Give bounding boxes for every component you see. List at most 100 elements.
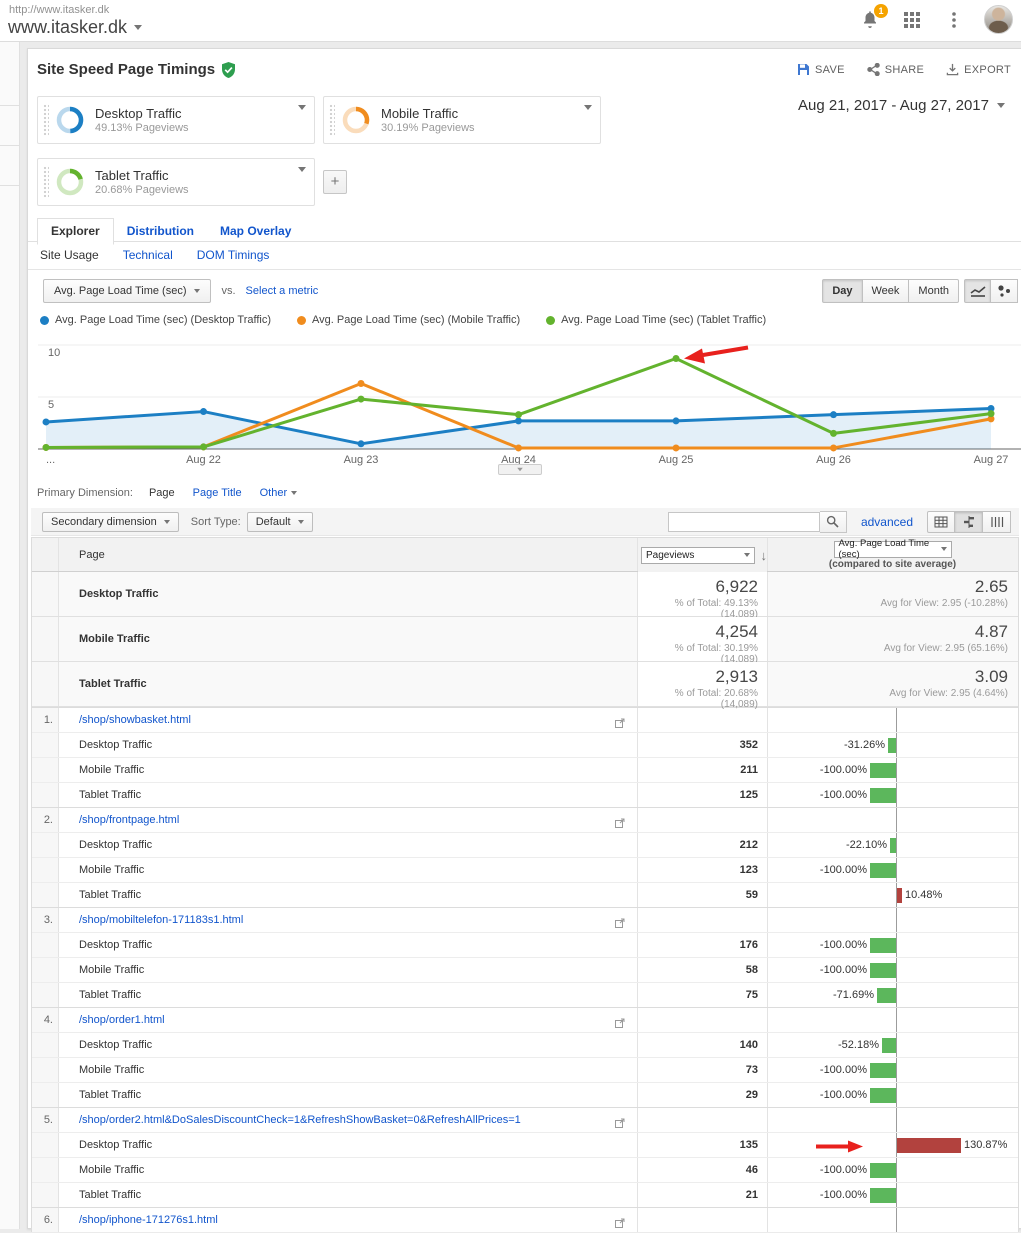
- page-url-link[interactable]: /shop/iphone-171276s1.html: [79, 1214, 218, 1226]
- drag-handle[interactable]: [43, 104, 49, 136]
- tab-map-overlay[interactable]: Map Overlay: [220, 224, 292, 238]
- metric-column-dropdown[interactable]: Avg. Page Load Time (sec): [833, 538, 952, 560]
- verified-shield-icon: [222, 61, 236, 78]
- row-number-cell: [32, 883, 59, 907]
- granularity-month-button[interactable]: Month: [909, 279, 959, 303]
- open-in-new-icon[interactable]: [615, 915, 625, 933]
- pageviews-value: 21: [745, 1189, 758, 1201]
- open-in-new-icon[interactable]: [615, 715, 625, 733]
- drag-handle[interactable]: [43, 166, 49, 198]
- comparison-view-button[interactable]: [955, 510, 983, 533]
- pageviews-cell: 135: [637, 1133, 768, 1157]
- segment-cards-row-1: Desktop Traffic 49.13% Pageviews Mobile Tr…: [37, 96, 601, 144]
- tab-distribution[interactable]: Distribution: [126, 224, 195, 238]
- deviation-percent: -100.00%: [819, 1164, 867, 1176]
- subtab-site-usage[interactable]: Site Usage: [40, 248, 99, 262]
- primary-dimension-label: Primary Dimension:: [37, 487, 133, 499]
- save-label: SAVE: [815, 63, 845, 76]
- advanced-search-link[interactable]: advanced: [860, 514, 913, 529]
- segment-card-tablet-traffic[interactable]: Tablet Traffic 20.68% Pageviews: [37, 158, 315, 206]
- svg-text:10: 10: [48, 347, 60, 359]
- subtab-technical[interactable]: Technical: [122, 248, 173, 262]
- chevron-down-icon[interactable]: [298, 167, 306, 172]
- open-in-new-icon[interactable]: [615, 815, 625, 833]
- row-number-cell: [32, 1133, 59, 1157]
- motion-chart-view-button[interactable]: [991, 279, 1018, 303]
- subtab-dom-timings[interactable]: DOM Timings: [196, 248, 270, 262]
- segment-donut-icon: [342, 106, 370, 134]
- granularity-day-button[interactable]: Day: [822, 279, 863, 303]
- sort-descending-icon[interactable]: ↓: [760, 547, 768, 563]
- timeseries-chart[interactable]: 10 5... Aug 22 Aug 23 Aug 24 Aug 25 Aug 26 Aug …: [34, 334, 1021, 468]
- metric-dropdown[interactable]: Avg. Page Load Time (sec): [43, 279, 212, 303]
- collapsed-sidebar[interactable]: [0, 42, 20, 1229]
- bar-cell: [768, 708, 1017, 732]
- pageviews-value: 135: [739, 1139, 758, 1151]
- date-range-selector[interactable]: Aug 21, 2017 - Aug 27, 2017: [798, 97, 1005, 114]
- page-url-link[interactable]: /shop/order1.html: [79, 1014, 165, 1026]
- select-metric-link[interactable]: Select a metric: [245, 285, 319, 297]
- table-view-button[interactable]: [927, 510, 955, 533]
- line-chart-view-button[interactable]: [964, 279, 991, 303]
- granularity-week-button[interactable]: Week: [862, 279, 910, 303]
- segment-card-desktop-traffic[interactable]: Desktop Traffic 49.13% Pageviews: [37, 96, 315, 144]
- dimension-option-page[interactable]: Page: [148, 487, 175, 499]
- chevron-down-icon[interactable]: [584, 105, 592, 110]
- legend-item-0: Avg. Page Load Time (sec) (Desktop Traff…: [40, 314, 271, 326]
- export-button[interactable]: EXPORT: [946, 63, 1011, 76]
- page-row: 6. /shop/iphone-171276s1.html: [32, 1207, 1018, 1232]
- pivot-view-button[interactable]: [983, 510, 1011, 533]
- account-selector[interactable]: www.itasker.dk: [8, 17, 143, 38]
- deviation-percent: -71.69%: [833, 989, 874, 1001]
- metric-note: Avg for View: 2.95 (-10.28%): [880, 598, 1008, 609]
- open-in-new-icon[interactable]: [615, 1015, 625, 1033]
- segment-label-cell: Tablet Traffic: [59, 983, 637, 1007]
- segment-label-cell: Tablet Traffic: [59, 1083, 637, 1107]
- metric-bar-cell: -100.00%: [768, 1058, 1017, 1082]
- row-number: 6.: [32, 1208, 59, 1232]
- segment-label: Mobile Traffic: [79, 764, 145, 776]
- metric-bar-cell: 10.48%: [768, 883, 1017, 907]
- dimension-option-page-title[interactable]: Page Title: [192, 487, 242, 499]
- pageviews-cell: 212: [637, 833, 768, 857]
- share-button[interactable]: SHARE: [867, 63, 924, 76]
- segment-label-cell: Tablet Traffic: [59, 783, 637, 807]
- summary-label: Tablet Traffic: [79, 678, 147, 690]
- deviation-percent: -100.00%: [819, 964, 867, 976]
- search-button[interactable]: [819, 510, 847, 533]
- add-segment-button[interactable]: +: [323, 170, 347, 194]
- chevron-down-icon: [997, 103, 1005, 108]
- summary-label: Desktop Traffic: [79, 588, 159, 600]
- avatar[interactable]: [984, 5, 1013, 34]
- notifications-button[interactable]: 1: [858, 3, 888, 32]
- page-url-cell: /shop/order2.html&DoSalesDiscountCheck=1…: [59, 1108, 637, 1132]
- chart-expander-button[interactable]: [498, 464, 542, 475]
- open-in-new-icon[interactable]: [615, 1215, 625, 1233]
- page-url-link[interactable]: /shop/showbasket.html: [79, 714, 191, 726]
- page-url-link[interactable]: /shop/frontpage.html: [79, 814, 180, 826]
- secondary-dimension-button[interactable]: Secondary dimension: [42, 511, 179, 532]
- svg-text:Aug 27: Aug 27: [974, 454, 1009, 466]
- chevron-down-icon[interactable]: [298, 105, 306, 110]
- open-in-new-icon[interactable]: [615, 1115, 625, 1133]
- more-menu-button[interactable]: [942, 8, 966, 32]
- page-url-link[interactable]: /shop/order2.html&DoSalesDiscountCheck=1…: [79, 1114, 521, 1126]
- search-input[interactable]: [667, 511, 820, 532]
- legend-label: Avg. Page Load Time (sec) (Tablet Traffi…: [561, 314, 767, 326]
- save-button[interactable]: SAVE: [797, 63, 845, 76]
- pageviews-column-dropdown[interactable]: Pageviews: [641, 546, 755, 564]
- page-url-cell: /shop/mobiltelefon-171183s1.html: [59, 908, 637, 932]
- apps-button[interactable]: [900, 8, 924, 32]
- drag-handle[interactable]: [329, 104, 335, 136]
- sort-type-dropdown[interactable]: Default: [246, 511, 313, 532]
- tab-explorer[interactable]: Explorer: [37, 218, 114, 245]
- metric-group-links: Site Usage Technical DOM Timings: [40, 248, 269, 262]
- chart-annotation-arrow: [684, 345, 749, 364]
- page-url-link[interactable]: /shop/mobiltelefon-171183s1.html: [79, 914, 244, 926]
- summary-row-desktop-traffic: Desktop Traffic 6,922 % of Total: 49.13% (…: [32, 572, 1018, 620]
- segment-card-mobile-traffic[interactable]: Mobile Traffic 30.19% Pageviews: [323, 96, 601, 144]
- segment-label: Desktop Traffic: [79, 839, 153, 851]
- dimension-option-other[interactable]: Other: [260, 487, 298, 499]
- segment-name: Tablet Traffic: [95, 168, 169, 183]
- deviation-bar: [870, 763, 896, 778]
